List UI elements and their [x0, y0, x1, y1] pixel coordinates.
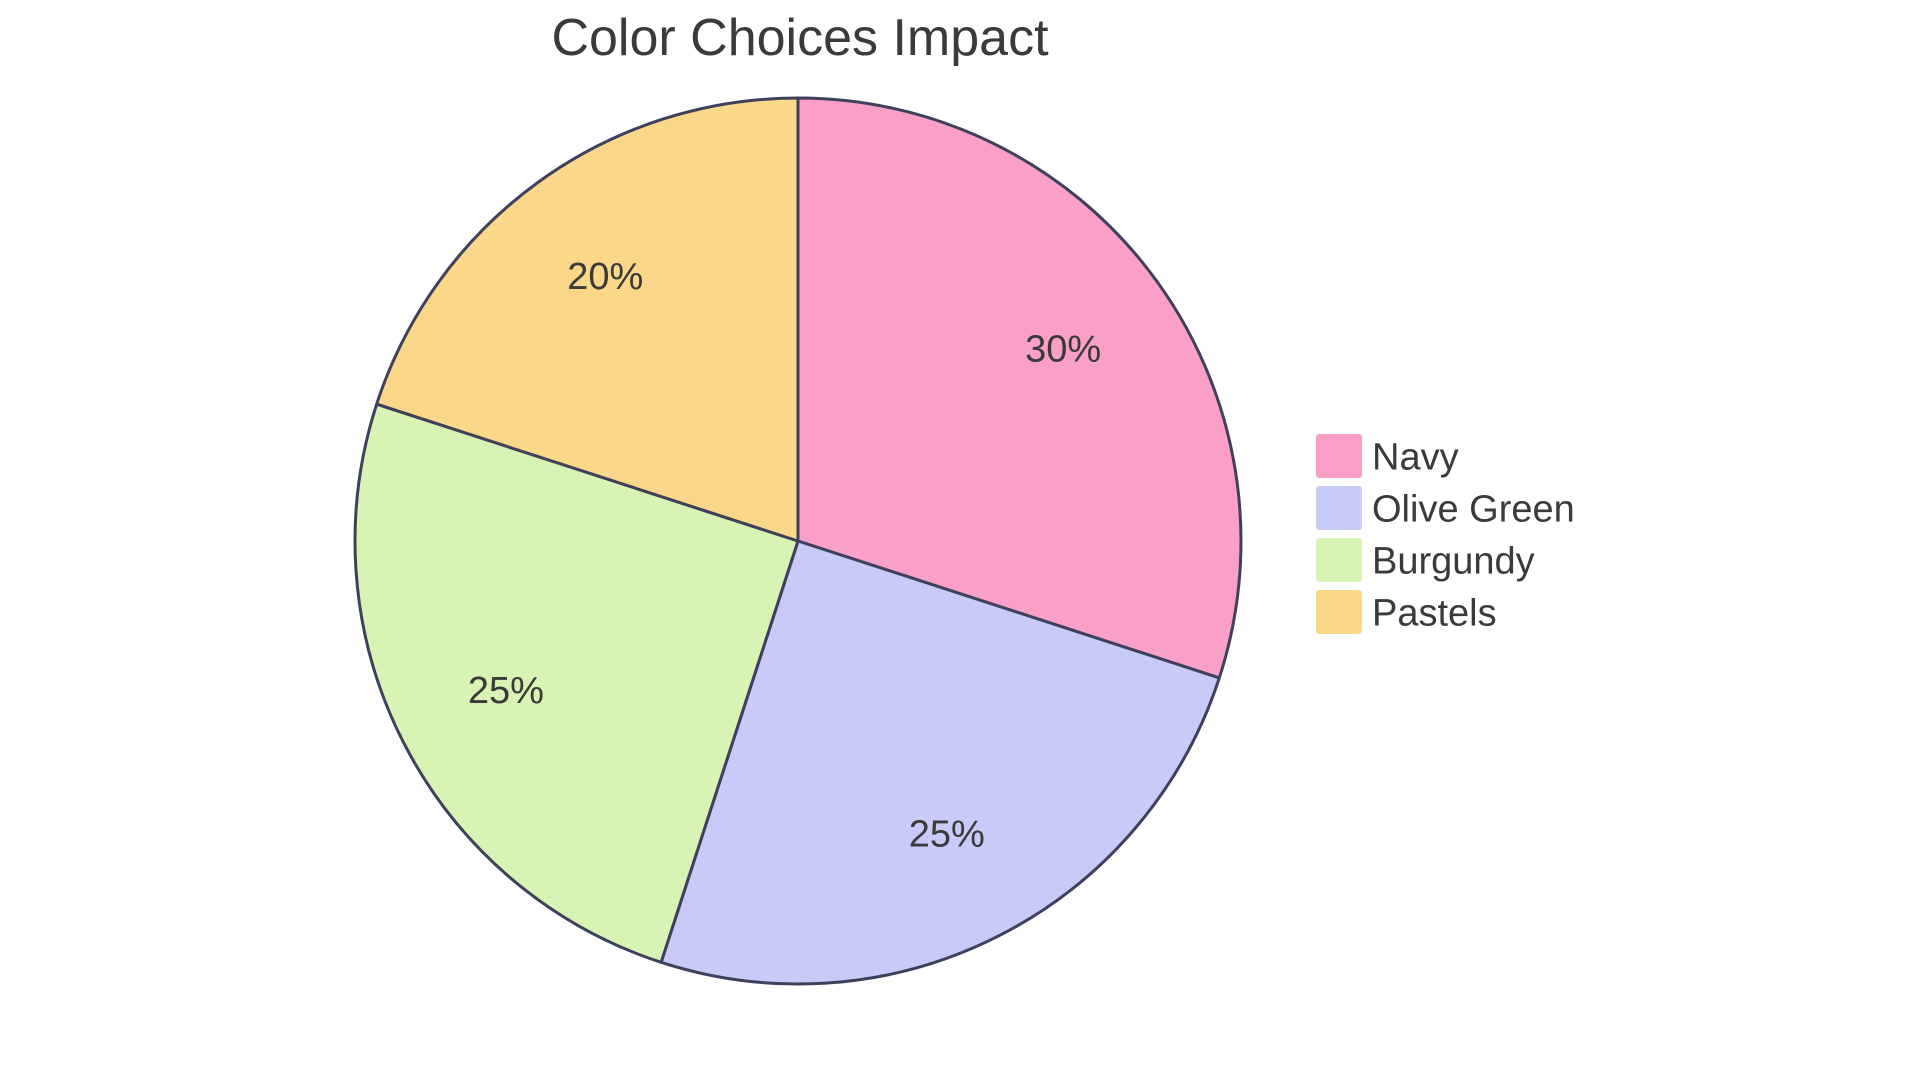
legend-label: Burgundy [1372, 540, 1535, 582]
legend-swatch [1316, 538, 1362, 582]
pie-slice-olive-green [659, 539, 1221, 986]
pie-slice-navy [796, 96, 1243, 680]
slice-percent-label: 30% [1025, 329, 1101, 371]
legend-label: Olive Green [1372, 488, 1575, 530]
legend-label: Navy [1372, 436, 1459, 478]
legend-swatch [1316, 486, 1362, 530]
slice-percent-label: 25% [909, 813, 985, 855]
legend-item-olive-green: Olive Green [1316, 486, 1575, 530]
slice-percent-label: 20% [567, 256, 643, 298]
slice-percent-labels: 30% 25% 25% 20% [468, 256, 1101, 855]
slice-percent-label: 25% [468, 670, 544, 712]
legend-item-burgundy: Burgundy [1316, 538, 1535, 582]
legend-item-pastels: Pastels [1316, 590, 1497, 634]
pie-slice-burgundy [353, 402, 800, 964]
legend: Navy Olive Green Burgundy Pastels [1316, 434, 1575, 634]
legend-label: Pastels [1372, 592, 1497, 634]
pie-slice-pastels [375, 96, 800, 543]
legend-swatch [1316, 590, 1362, 634]
chart-title: Color Choices Impact [551, 9, 1049, 67]
legend-item-navy: Navy [1316, 434, 1459, 478]
legend-swatch [1316, 434, 1362, 478]
pie-slices [353, 96, 1243, 986]
